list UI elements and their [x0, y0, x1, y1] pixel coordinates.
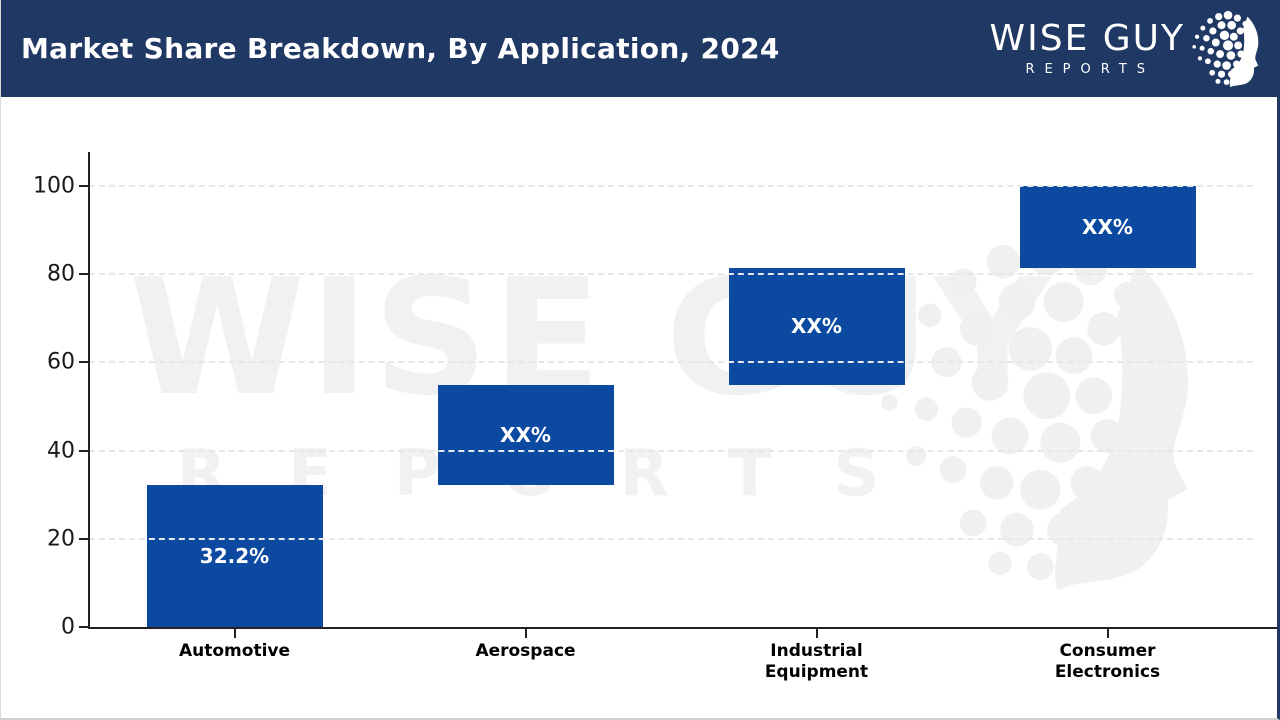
y-tick-mark [79, 626, 88, 628]
brand-subname: REPORTS [1025, 61, 1156, 77]
gridline-100 [89, 185, 1253, 187]
bar-aerospace: XX% [437, 384, 614, 485]
x-tick-mark [815, 629, 818, 638]
x-tick-mark [524, 629, 527, 638]
bar-consumer-electronics: XX% [1019, 186, 1196, 269]
y-axis-tick-label: 40 [47, 438, 75, 464]
x-axis-label: Consumer Electronics [1054, 641, 1161, 683]
gridline-60 [89, 361, 1253, 364]
x-axis-label: Industrial Equipment [764, 641, 869, 683]
x-tick-mark [1106, 629, 1109, 638]
y-tick-mark [79, 273, 88, 276]
gridline-40 [89, 449, 1253, 452]
y-tick-mark [79, 185, 88, 187]
gridline-80 [89, 273, 1253, 276]
bar-value-label: 32.2% [199, 543, 270, 568]
y-axis-tick-label: 20 [47, 526, 75, 552]
brand-name: WISE GUY [989, 17, 1185, 59]
y-tick-mark [79, 449, 88, 452]
bar-industrial-equipment: XX% [728, 268, 905, 385]
brand-logo: WISE GUY REPORTS [990, 8, 1260, 90]
brand-logo-text: WISE GUY REPORTS [989, 17, 1186, 77]
bar-value-label: XX% [1082, 215, 1133, 239]
page-title: Market Share Breakdown, By Application, … [21, 32, 780, 65]
x-tick-mark [233, 629, 236, 638]
x-axis-label: Aerospace [475, 641, 576, 661]
y-axis-tick-label: 80 [47, 261, 75, 287]
gridline-20 [89, 537, 1253, 540]
x-axis-line [88, 627, 1277, 629]
bar-automotive: 32.2% [146, 484, 323, 627]
y-axis-tick-label: 60 [47, 349, 75, 375]
y-tick-mark [79, 537, 88, 540]
header-bar: Market Share Breakdown, By Application, … [1, 0, 1277, 97]
y-axis-spine [88, 152, 90, 629]
y-tick-mark [79, 361, 88, 364]
brand-head-profile-icon [1192, 10, 1259, 87]
bar-value-label: XX% [500, 422, 551, 447]
x-axis-label: Automotive [178, 641, 291, 661]
y-axis-tick-label: 0 [61, 614, 75, 640]
y-axis-tick-label: 100 [33, 173, 75, 199]
bar-value-label: XX% [791, 314, 842, 339]
